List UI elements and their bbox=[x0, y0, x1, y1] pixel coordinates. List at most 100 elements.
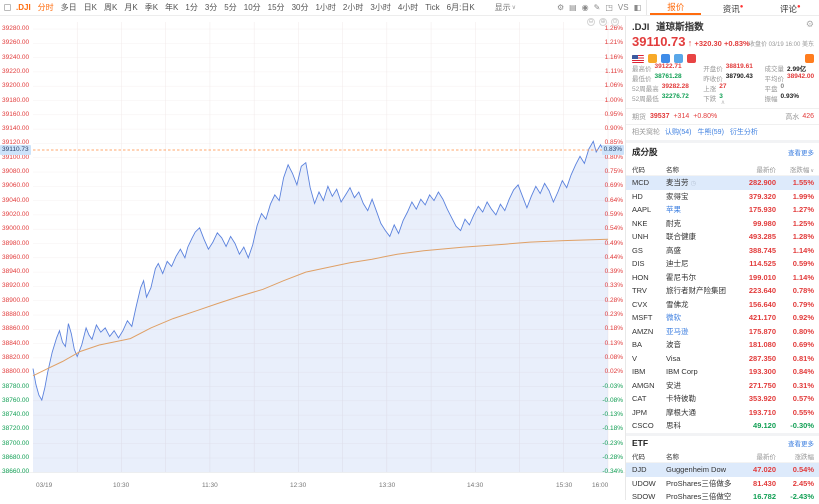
table-row-HON[interactable]: HON 霍尼韦尔 199.010 1.14% bbox=[626, 271, 819, 285]
table-row-NKE[interactable]: NKE 耐克 99.980 1.25% bbox=[626, 217, 819, 231]
table-row-UNH[interactable]: UNH 联合健康 493.285 1.28% bbox=[626, 230, 819, 244]
stock-name: 微软 bbox=[666, 313, 681, 323]
intraday-chart-canvas bbox=[0, 22, 625, 473]
period-tab-6月:日K[interactable]: 6月:日K bbox=[446, 3, 475, 12]
chart-checkbox-icon[interactable] bbox=[4, 4, 11, 11]
etf-table: DJD Guggenheim Dow 47.020 0.54% UDOW ProShare… bbox=[626, 463, 819, 504]
table-row-HD[interactable]: HD 家得宝 379.320 1.99% bbox=[626, 190, 819, 204]
stock-code: CVX bbox=[632, 299, 648, 309]
stat-成交量: 成交量 2.99亿 bbox=[764, 66, 807, 73]
period-tab-日K[interactable]: 日K bbox=[83, 3, 98, 12]
period-tab-1分[interactable]: 1分 bbox=[185, 3, 198, 12]
display-control[interactable]: 显示 ∨ bbox=[495, 0, 557, 15]
stock-pct: 0.81% bbox=[792, 353, 814, 363]
table-row-MCD[interactable]: MCD 麦当劳 ◷ 282.900 1.55% bbox=[626, 176, 819, 190]
vs-label[interactable]: VS bbox=[617, 2, 629, 12]
zoom-out-icon[interactable]: ⊖ bbox=[587, 18, 595, 26]
table-row-IBM[interactable]: IBM IBM Corp 193.300 0.84% bbox=[626, 365, 819, 379]
column-header-名称: 名称 bbox=[666, 167, 679, 174]
column-header-最新价: 最新价 bbox=[756, 167, 777, 174]
panel-tab-报价[interactable]: 报价 bbox=[647, 0, 704, 15]
period-tab-15分[interactable]: 15分 bbox=[267, 3, 285, 12]
table-row-AAPL[interactable]: AAPL 苹果 175.930 1.27% bbox=[626, 203, 819, 217]
warrants-link-认购(54)[interactable]: 认购(54) bbox=[665, 128, 692, 136]
app-icon-blue bbox=[661, 54, 670, 63]
table-row-GS[interactable]: GS 高盛 388.745 1.14% bbox=[626, 244, 819, 258]
table-row-JPM[interactable]: JPM 摩根大通 193.710 0.55% bbox=[626, 406, 819, 420]
fullscreen-icon[interactable]: ◳ bbox=[605, 2, 613, 12]
period-tab-周K[interactable]: 周K bbox=[104, 3, 118, 12]
table-row-DIS[interactable]: DIS 迪士尼 114.525 0.59% bbox=[626, 257, 819, 271]
stock-price: 271.750 bbox=[748, 380, 776, 390]
period-tab-Tick[interactable]: Tick bbox=[425, 3, 440, 12]
panel-tab-资讯[interactable]: 资讯● bbox=[722, 4, 744, 14]
table-row-MSFT[interactable]: MSFT 微软 421.170 0.92% bbox=[626, 311, 819, 325]
period-tab-3分[interactable]: 3分 bbox=[204, 3, 218, 12]
table-row-CVX[interactable]: CVX 雪佛龙 156.640 0.79% bbox=[626, 298, 819, 312]
warrants-link-牛熊(59)[interactable]: 牛熊(59) bbox=[697, 128, 724, 136]
period-tab-1小时[interactable]: 1小时 bbox=[315, 3, 336, 12]
table-row-AMZN[interactable]: AMZN 亚马逊 175.870 0.80% bbox=[626, 325, 819, 339]
stock-price: 16.782 bbox=[753, 492, 776, 502]
table-row-DJD[interactable]: DJD Guggenheim Dow 47.020 0.54% bbox=[626, 463, 819, 477]
stock-price: 175.870 bbox=[748, 326, 776, 336]
zoom-in-icon[interactable]: ⊕ bbox=[599, 18, 607, 26]
stock-pct: 0.59% bbox=[792, 259, 814, 269]
stock-pct: 1.27% bbox=[792, 205, 814, 215]
split-panel-icon[interactable]: ◧ bbox=[633, 2, 642, 12]
table-row-V[interactable]: V Visa 287.350 0.81% bbox=[626, 352, 819, 366]
period-tab-年K[interactable]: 年K bbox=[165, 3, 179, 12]
stock-pct: 1.99% bbox=[792, 191, 814, 201]
table-row-UDOW[interactable]: UDOW ProShares三倍做多 81.430 2.45% bbox=[626, 477, 819, 491]
y-axis-price-label: 38800.00 bbox=[2, 368, 30, 376]
y-axis-price-label: 38760.00 bbox=[2, 396, 30, 404]
stock-name: 思科 bbox=[666, 421, 681, 431]
chart-type-icon[interactable]: ▤ bbox=[569, 2, 577, 12]
etf-more-link[interactable]: 查看更多 bbox=[788, 441, 814, 448]
warrants-label: 相关窝轮 bbox=[632, 128, 660, 136]
components-more-link[interactable]: 查看更多 bbox=[788, 150, 814, 157]
table-row-BA[interactable]: BA 波音 181.080 0.69% bbox=[626, 338, 819, 352]
y-axis-pct-label: 0.02% bbox=[604, 368, 623, 376]
table-row-CSCO[interactable]: CSCO 思科 49.120 -0.30% bbox=[626, 419, 819, 433]
futures-row[interactable]: 期货 39537 +314 +0.80% 高水 426 bbox=[632, 110, 814, 123]
stock-name: 苹果 bbox=[666, 205, 681, 215]
display-label: 显示 bbox=[494, 3, 511, 12]
column-header-涨跌幅[interactable]: 涨跌幅 bbox=[794, 454, 815, 461]
table-row-SDOW[interactable]: SDOW ProShares三倍做空 16.782 -2.43% bbox=[626, 490, 819, 504]
table-row-CAT[interactable]: CAT 卡特彼勒 353.920 0.57% bbox=[626, 392, 819, 406]
panel-tab-评论[interactable]: 评论● bbox=[780, 4, 801, 14]
period-tab-5分[interactable]: 5分 bbox=[224, 3, 237, 12]
column-header-名称: 名称 bbox=[666, 454, 679, 461]
stock-code: SDOW bbox=[632, 492, 656, 502]
period-tab-4小时[interactable]: 4小时 bbox=[397, 3, 419, 12]
crosshair-icon[interactable]: ⊙ bbox=[611, 18, 619, 26]
camera-icon[interactable]: ◉ bbox=[581, 2, 589, 12]
quote-settings-gear-icon[interactable]: ⚙ bbox=[805, 19, 814, 29]
table-row-AMGN[interactable]: AMGN 安进 271.750 0.31% bbox=[626, 379, 819, 393]
warrants-link-衍生分析[interactable]: 衍生分析 bbox=[729, 128, 758, 136]
chevron-down-icon: ∨ bbox=[511, 5, 517, 11]
period-tab-3小时[interactable]: 3小时 bbox=[370, 3, 391, 12]
column-header-涨跌幅[interactable]: 涨跌幅∨ bbox=[789, 167, 814, 174]
premium-label: 高水 bbox=[785, 113, 800, 121]
stat-上涨: 上涨 27 bbox=[703, 83, 727, 93]
y-axis-price-label: 38740.00 bbox=[2, 411, 30, 419]
collapse-chevron-icon[interactable]: ∧ bbox=[720, 100, 726, 106]
period-tab-10分[interactable]: 10分 bbox=[243, 3, 261, 12]
period-tab-季K[interactable]: 季K bbox=[144, 3, 159, 12]
intraday-chart[interactable]: 39280.00 39260.00 39240.00 39220.00 39200.00… bbox=[0, 16, 625, 500]
close-time-label: 收盘价 03/19 16:00 美东 bbox=[748, 42, 814, 48]
period-tab-2小时[interactable]: 2小时 bbox=[342, 3, 364, 12]
pencil-icon[interactable]: ✎ bbox=[593, 2, 601, 12]
period-tab-月K[interactable]: 月K bbox=[124, 3, 138, 12]
app-icon-orange bbox=[648, 54, 657, 63]
app-icon-red bbox=[687, 54, 696, 63]
stock-name: 联合健康 bbox=[666, 232, 696, 242]
table-row-TRV[interactable]: TRV 旅行者财产险集团 223.640 0.78% bbox=[626, 284, 819, 298]
period-tab-多日[interactable]: 多日 bbox=[60, 3, 77, 12]
period-tab-分时[interactable]: 分时 bbox=[37, 3, 54, 12]
gear-icon[interactable]: ⚙ bbox=[556, 2, 565, 12]
row-indicator-icon: ◷ bbox=[690, 180, 697, 188]
period-tab-30分[interactable]: 30分 bbox=[291, 3, 309, 12]
